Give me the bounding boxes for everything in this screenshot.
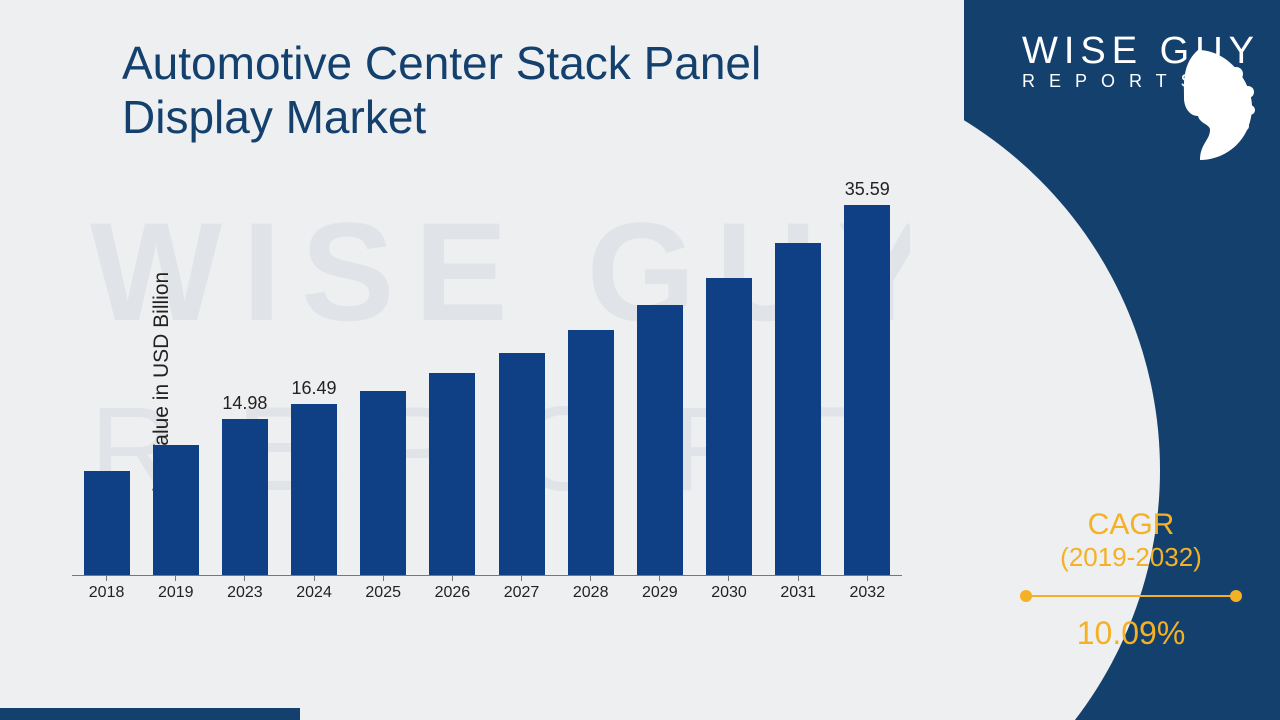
bar-value-label: 35.59	[845, 179, 890, 200]
bars-container: 14.98 16.49 35.59	[72, 180, 902, 575]
bar-chart: 14.98 16.49 35.59 2018 2019 2023 2024 2025 2026…	[72, 180, 902, 600]
bar-2027	[496, 353, 548, 575]
x-tick-2024: 2024	[288, 575, 340, 602]
x-tick-2029: 2029	[634, 575, 686, 602]
cagr-divider	[1026, 595, 1236, 597]
cagr-value: 10.09%	[1006, 615, 1256, 652]
bar-2024: 16.49	[288, 404, 340, 575]
cagr-label: CAGR	[1006, 508, 1256, 542]
bar-rect	[429, 373, 475, 575]
bottom-accent-strip	[0, 708, 300, 720]
bar-2023: 14.98	[219, 419, 271, 575]
bar-rect	[637, 305, 683, 575]
bar-rect	[360, 391, 406, 575]
chart-title: Automotive Center Stack Panel Display Ma…	[122, 36, 862, 145]
bar-2032: 35.59	[841, 205, 893, 575]
bar-value-label: 16.49	[292, 378, 337, 399]
x-ticks: 2018 2019 2023 2024 2025 2026 2027 2028 2029 2030…	[72, 575, 902, 602]
x-tick-2031: 2031	[772, 575, 824, 602]
bar-rect	[775, 243, 821, 575]
bar-value-label: 14.98	[222, 393, 267, 414]
x-tick-2030: 2030	[703, 575, 755, 602]
bar-2026	[426, 373, 478, 575]
bar-2030	[703, 278, 755, 575]
bar-rect	[222, 419, 268, 575]
bar-rect	[568, 330, 614, 575]
bar-rect	[291, 404, 337, 575]
x-tick-2023: 2023	[219, 575, 271, 602]
bar-rect	[499, 353, 545, 575]
bar-rect	[84, 471, 130, 575]
cagr-period: (2019-2032)	[1006, 542, 1256, 573]
brand-block: WISE GUY REPORTS	[1022, 30, 1260, 92]
bar-rect	[153, 445, 199, 575]
x-tick-2019: 2019	[150, 575, 202, 602]
infographic-canvas: WISE GUY REPORTS Automotive Center Stack…	[0, 0, 1280, 720]
x-tick-2026: 2026	[426, 575, 478, 602]
bar-2025	[357, 391, 409, 575]
x-tick-2032: 2032	[841, 575, 893, 602]
bar-2019	[150, 445, 202, 575]
bar-2029	[634, 305, 686, 575]
bar-2018	[81, 471, 133, 575]
bar-rect	[844, 205, 890, 575]
bar-2031	[772, 243, 824, 575]
x-tick-2028: 2028	[565, 575, 617, 602]
brand-head-icon	[1140, 44, 1260, 164]
x-tick-2018: 2018	[81, 575, 133, 602]
bar-2028	[565, 330, 617, 575]
x-tick-2025: 2025	[357, 575, 409, 602]
bar-rect	[706, 278, 752, 575]
cagr-block: CAGR (2019-2032) 10.09%	[1006, 508, 1256, 652]
x-tick-2027: 2027	[496, 575, 548, 602]
